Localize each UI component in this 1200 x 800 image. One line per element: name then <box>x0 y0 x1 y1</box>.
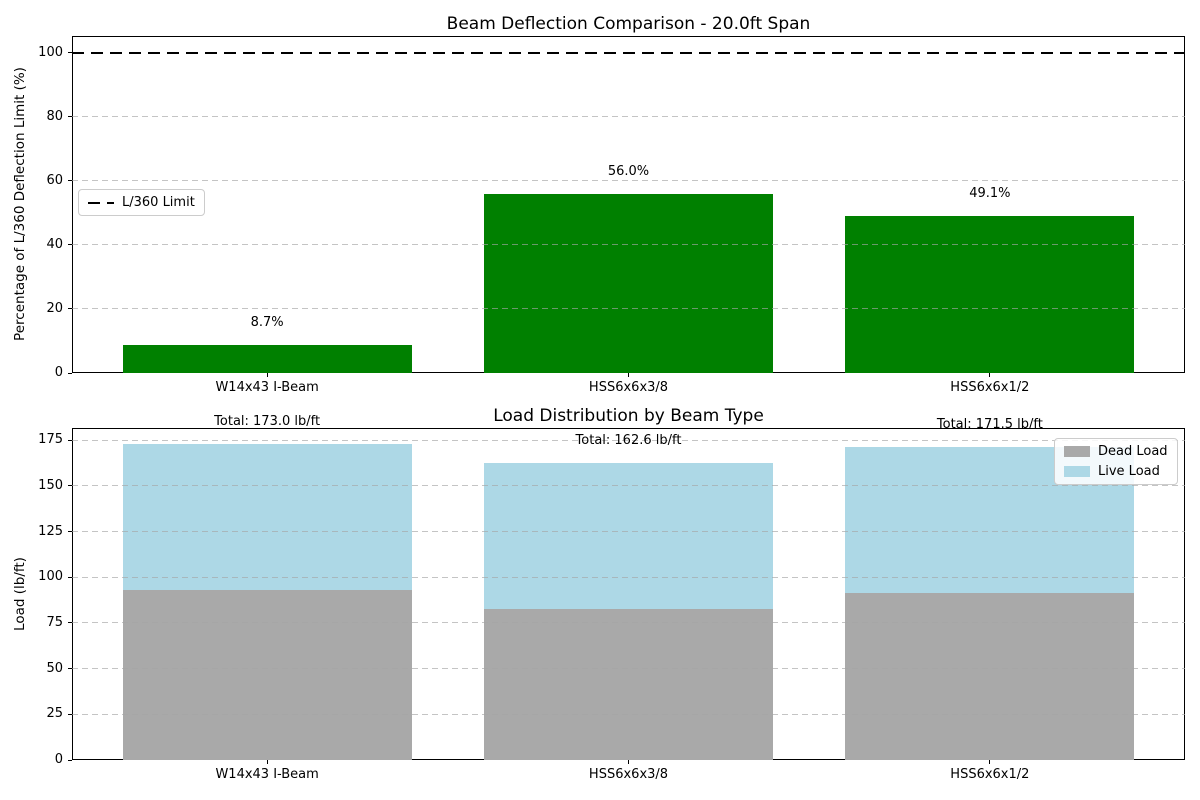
y-tick-label: 100 <box>38 44 63 60</box>
y-tick-mark <box>68 372 72 374</box>
grid-line <box>72 622 1185 624</box>
y-tick-mark <box>68 622 72 624</box>
x-tick-mark <box>989 373 991 377</box>
bar-value-label: 56.0% <box>607 163 650 179</box>
bar-segment-dead-load <box>122 590 412 760</box>
bar-segment-live-load <box>483 462 774 610</box>
legend-entry: L/360 Limit <box>88 195 195 210</box>
y-tick-label: 75 <box>46 614 63 630</box>
bar-segment-live-load <box>122 443 412 591</box>
y-tick-label: 25 <box>46 706 63 722</box>
y-tick-label: 0 <box>54 365 63 380</box>
legend-label: Live Load <box>1098 464 1160 479</box>
legend-patch-swatch <box>1064 446 1090 457</box>
y-tick-label: 0 <box>54 752 63 767</box>
y-tick-mark <box>68 668 72 670</box>
y-tick-mark <box>68 116 72 118</box>
bar-value-label: 8.7% <box>250 315 284 331</box>
x-tick-label: W14x43 I-Beam <box>215 380 319 395</box>
grid-line <box>72 180 1185 182</box>
x-tick-label: HSS6x6x1/2 <box>950 767 1030 782</box>
y-tick-mark <box>68 180 72 182</box>
x-tick-mark <box>628 373 629 377</box>
bar <box>845 215 1135 373</box>
x-tick-label: W14x43 I-Beam <box>215 767 319 782</box>
y-tick-label: 60 <box>46 172 63 188</box>
legend-patch-swatch <box>1064 466 1090 477</box>
y-tick-label: 125 <box>38 523 63 539</box>
y-tick-label: 175 <box>38 432 63 448</box>
bar-value-label: 49.1% <box>969 185 1011 201</box>
grid-line <box>72 244 1185 246</box>
grid-line <box>72 116 1185 118</box>
x-tick-label: HSS6x6x1/2 <box>950 380 1030 395</box>
y-tick-mark <box>68 759 72 761</box>
bar <box>122 345 412 373</box>
y-tick-mark <box>68 485 72 487</box>
bar <box>483 193 774 373</box>
y-tick-mark <box>68 52 72 54</box>
legend-label: Dead Load <box>1098 444 1168 459</box>
grid-line <box>72 576 1185 578</box>
y-tick-label: 100 <box>38 569 63 585</box>
x-tick-label: HSS6x6x3/8 <box>588 380 669 395</box>
y-tick-mark <box>68 576 72 578</box>
y-tick-mark <box>68 531 72 533</box>
grid-line <box>72 668 1185 670</box>
bar-segment-dead-load <box>845 592 1135 760</box>
legend-dashed-line-swatch <box>88 201 114 204</box>
grid-line <box>72 485 1185 487</box>
x-tick-mark <box>628 760 629 764</box>
y-tick-mark <box>68 308 72 310</box>
total-label: Total: 171.5 lb/ft <box>936 416 1043 432</box>
y-tick-label: 80 <box>46 108 63 124</box>
y-tick-mark <box>68 244 72 246</box>
grid-line <box>72 308 1185 310</box>
load-legend: Dead Load Live Load <box>1054 438 1178 485</box>
total-label: Total: 162.6 lb/ft <box>575 432 682 448</box>
y-tick-label: 50 <box>46 660 63 676</box>
l360-limit-legend: L/360 Limit <box>78 189 205 216</box>
limit-line <box>72 51 1185 54</box>
grid-line <box>72 713 1185 715</box>
bar-segment-dead-load <box>483 609 774 760</box>
grid-line <box>72 531 1185 533</box>
deflection-chart-title: Beam Deflection Comparison - 20.0ft Span <box>446 14 811 34</box>
x-tick-mark <box>266 373 268 377</box>
x-tick-mark <box>266 760 268 764</box>
y-tick-mark <box>68 439 72 441</box>
y-tick-label: 40 <box>46 236 63 252</box>
x-tick-label: HSS6x6x3/8 <box>588 767 669 782</box>
load-chart-title: Load Distribution by Beam Type <box>493 406 764 426</box>
x-tick-mark <box>989 760 991 764</box>
y-tick-label: 20 <box>46 300 63 316</box>
legend-entry: Live Load <box>1064 464 1168 479</box>
y-tick-label: 150 <box>38 477 63 493</box>
grid-line <box>72 439 1185 441</box>
y-tick-mark <box>68 713 72 715</box>
legend-label: L/360 Limit <box>122 195 195 210</box>
legend-entry: Dead Load <box>1064 444 1168 459</box>
total-label: Total: 173.0 lb/ft <box>214 413 321 429</box>
